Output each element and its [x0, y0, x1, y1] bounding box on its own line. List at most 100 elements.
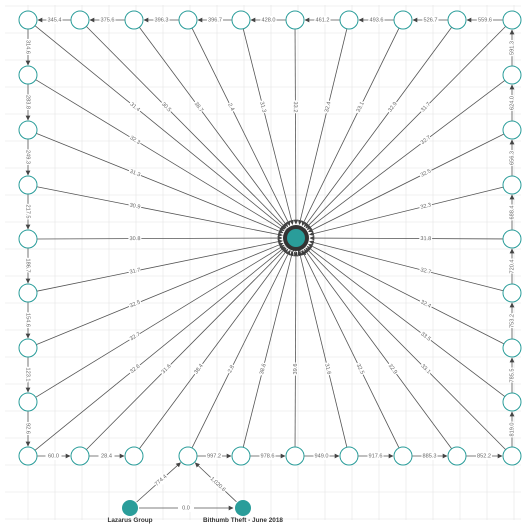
address-node[interactable]: [231, 446, 251, 466]
chain-edge-label-bg: [20, 370, 36, 379]
chain-edge-label-bg: [504, 371, 520, 380]
chain-edge-label: 852.2: [477, 453, 491, 459]
address-node[interactable]: [339, 446, 359, 466]
chain-edge-label: 720.4: [509, 260, 515, 274]
chain-edge-label-bg: [206, 452, 222, 460]
spoke-edge: [36, 242, 284, 345]
spoke-edge-label: 32.9: [387, 101, 398, 113]
chain-edge-label-bg: [20, 98, 36, 106]
address-node[interactable]: [231, 10, 251, 30]
spoke-edge-label: 32.7: [420, 267, 432, 276]
source-node[interactable]: [122, 500, 138, 516]
spoke-edge: [191, 250, 291, 449]
spoke-edge-label: 31.6: [323, 363, 331, 375]
source-node-label: Lazarus Group: [107, 517, 152, 524]
spoke-edge-label: 31.3: [258, 101, 266, 113]
chain-edge-label: 978.6: [261, 453, 275, 459]
chain-edge-label: 656.3: [509, 151, 515, 165]
address-node[interactable]: [502, 120, 522, 140]
chain-edge-label-bg: [45, 452, 62, 460]
address-node[interactable]: [393, 10, 413, 30]
spoke-edge: [303, 27, 452, 228]
address-node[interactable]: [502, 175, 522, 195]
spoke-edge: [34, 246, 286, 451]
spoke-edge: [303, 248, 452, 449]
address-node[interactable]: [285, 446, 305, 466]
address-node[interactable]: [178, 446, 198, 466]
address-node[interactable]: [70, 10, 90, 30]
chain-edge-label: 186.7: [25, 259, 31, 273]
chain-edge-label: 217.5: [25, 205, 31, 219]
address-node[interactable]: [18, 338, 38, 358]
address-node[interactable]: [339, 10, 359, 30]
chain-edge-label: 997.2: [207, 453, 221, 459]
spoke-edges: 31.4 30.5 38.7 2.4 31.3 33.2 32.4 33.1 32.9 31.73…: [34, 25, 506, 451]
chain-edge-label-bg: [259, 452, 276, 460]
address-node[interactable]: [393, 446, 413, 466]
spoke-edge: [308, 133, 505, 233]
chain-edge-label-bg: [98, 452, 115, 460]
chain-edge-label: 283.8: [25, 95, 31, 109]
source-node[interactable]: [235, 500, 251, 516]
address-node[interactable]: [285, 10, 305, 30]
address-node[interactable]: [502, 446, 522, 466]
hub-node[interactable]: YoBit: [283, 225, 309, 257]
chain-edge-label: 559.6: [478, 17, 492, 23]
address-node[interactable]: [502, 229, 522, 249]
spoke-edge-label: 33.1: [356, 101, 366, 113]
chain-edge-label-bg: [504, 262, 520, 271]
chain-edge-label-bg: [260, 16, 277, 24]
spoke-edge: [86, 247, 287, 450]
spoke-edge-label: 33.1: [419, 363, 431, 375]
address-node[interactable]: [124, 10, 144, 30]
address-node[interactable]: [447, 446, 467, 466]
address-node[interactable]: [447, 10, 467, 30]
chain-edge-label: 345.4: [48, 17, 62, 23]
address-node[interactable]: [18, 392, 38, 412]
chain-edge-label: 526.7: [424, 17, 438, 23]
address-node[interactable]: [178, 10, 198, 30]
address-node[interactable]: [502, 338, 522, 358]
address-node[interactable]: [502, 283, 522, 303]
spoke-edge-label: 39.6: [293, 364, 299, 375]
chain-edge-label: 819.0: [509, 423, 515, 437]
spoke-edge: [34, 25, 286, 230]
chain-edge-label: 917.6: [369, 453, 383, 459]
spoke-edge: [308, 243, 505, 345]
spoke-edge-label: 32.5: [355, 363, 365, 375]
spoke-edge-label: 31.8: [420, 236, 431, 242]
spoke-edge-label: 31.6: [161, 363, 173, 375]
address-node[interactable]: [502, 10, 522, 30]
chain-edge-label-bg: [46, 16, 63, 24]
chain-edge-label-bg: [504, 154, 520, 162]
address-node[interactable]: [18, 283, 38, 303]
chain-edge-label: 249.3: [25, 150, 31, 164]
spoke-edge: [35, 79, 285, 232]
address-node[interactable]: [18, 10, 38, 30]
spoke-edge: [309, 240, 504, 292]
source-edge-label-bg: [209, 480, 226, 489]
address-node[interactable]: [18, 229, 38, 249]
hub-node-circle[interactable]: [287, 229, 305, 247]
chain-edge-label: 949.0: [315, 453, 329, 459]
address-node[interactable]: [502, 392, 522, 412]
address-node[interactable]: [502, 65, 522, 85]
spoke-edge: [139, 26, 288, 228]
address-node[interactable]: [18, 65, 38, 85]
address-node[interactable]: [18, 446, 38, 466]
chain-edge-label-bg: [20, 43, 36, 51]
chain-edge-label: 396.3: [155, 17, 169, 23]
spoke-edge: [86, 26, 287, 229]
chain-edge-label: 154.6: [25, 313, 31, 327]
chain-edge-label-bg: [99, 16, 116, 24]
spoke-edge: [139, 248, 288, 450]
address-node[interactable]: [70, 446, 90, 466]
hub-label: YoBit: [290, 250, 307, 257]
address-node[interactable]: [124, 446, 144, 466]
chain-edge-label-bg: [20, 316, 36, 324]
address-node[interactable]: [18, 120, 38, 140]
address-node[interactable]: [18, 175, 38, 195]
spoke-edge-label: 30.8: [130, 236, 141, 242]
